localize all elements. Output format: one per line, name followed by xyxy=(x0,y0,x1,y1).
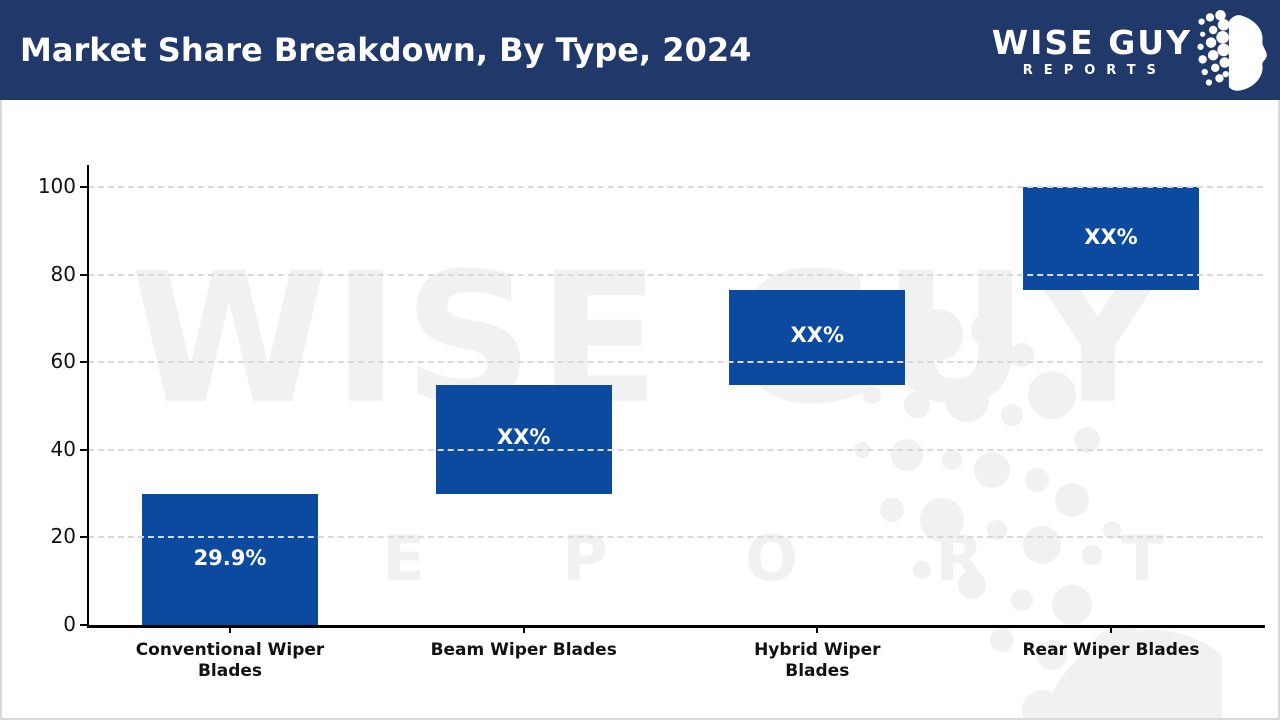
brand-subname: REPORTS xyxy=(1022,62,1167,78)
brand-logo-text: WISE GUY REPORTS xyxy=(991,22,1192,78)
page-title: Market Share Breakdown, By Type, 2024 xyxy=(20,31,752,69)
watermark: WISE GUY R E P O R T S xyxy=(2,100,1278,718)
chart-canvas: WISE GUY R E P O R T S xyxy=(0,100,1280,720)
watermark-dots-face xyxy=(788,309,1222,718)
header-band: Market Share Breakdown, By Type, 2024 WI… xyxy=(0,0,1280,100)
brand-logo: WISE GUY REPORTS xyxy=(992,8,1268,94)
brand-face-icon xyxy=(1197,10,1267,91)
brand-name: WISE GUY xyxy=(991,22,1192,62)
